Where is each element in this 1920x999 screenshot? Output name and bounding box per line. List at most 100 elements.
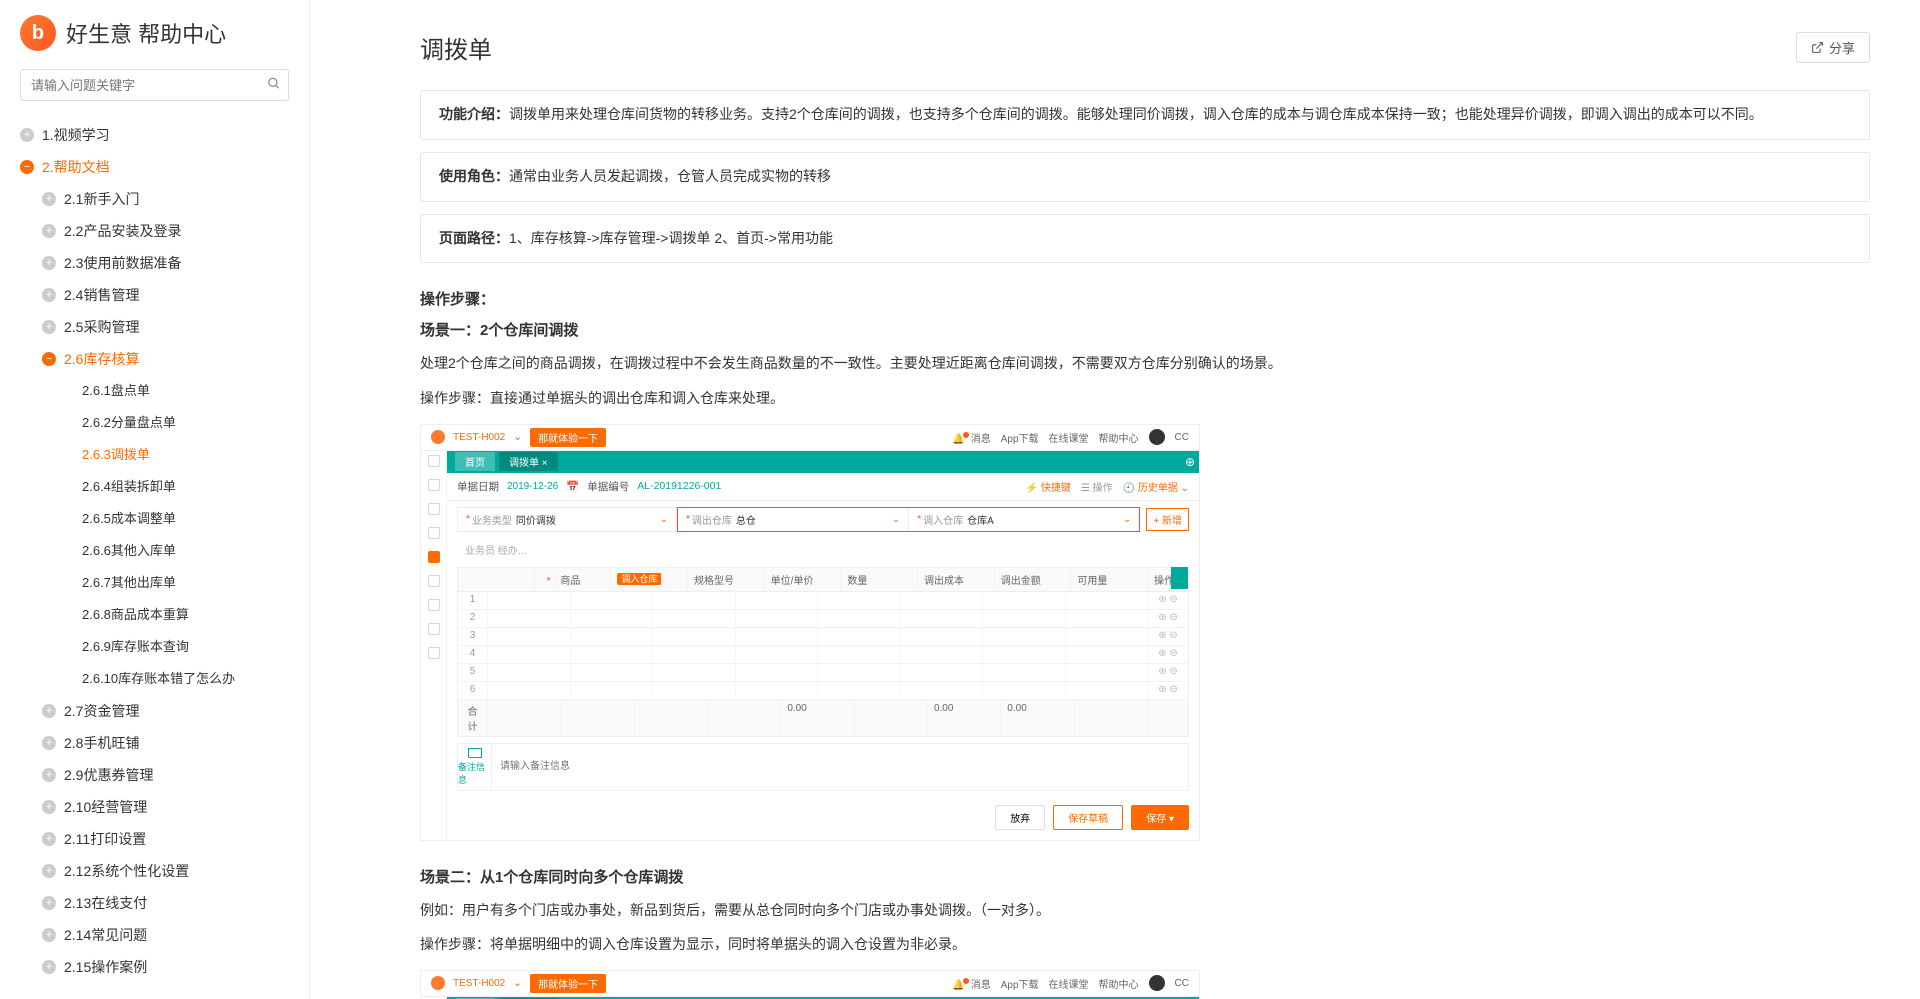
- screenshot-2: TEST-H002 ⌄ 那就体验一下 🔔消息 App下载 在线课堂 帮助中心 C…: [420, 970, 1200, 999]
- nav-label: 2.6.6其他入库单: [82, 543, 176, 558]
- scene1-steps: 操作步骤：直接通过单据头的调出仓库和调入仓库来处理。: [420, 385, 1870, 412]
- nav-item[interactable]: 2.6.9库存账本查询: [20, 631, 309, 663]
- nav-label: 2.2产品安装及登录: [64, 223, 181, 239]
- close-icon: ⊕: [1185, 455, 1195, 469]
- nav-item[interactable]: +2.5采购管理: [20, 311, 309, 343]
- nav-item[interactable]: 2.6.8商品成本重算: [20, 599, 309, 631]
- shot-cta-button: 那就体验一下: [530, 428, 606, 447]
- logo-text: 好生意 帮助中心: [66, 17, 226, 49]
- expand-icon: +: [42, 928, 56, 942]
- nav-item[interactable]: +2.12系统个性化设置: [20, 855, 309, 887]
- shot-logo-icon: [431, 430, 445, 444]
- scene1-title: 场景一：2个仓库间调拨: [420, 319, 1870, 340]
- collapse-icon: −: [42, 352, 56, 366]
- nav-label: 2.帮助文档: [42, 159, 110, 175]
- nav-label: 1.视频学习: [42, 127, 110, 143]
- shot-logo-icon: [431, 976, 445, 990]
- nav-label: 2.6.2分量盘点单: [82, 415, 176, 430]
- share-button[interactable]: 分享: [1796, 32, 1870, 63]
- nav-item[interactable]: +2.8手机旺铺: [20, 727, 309, 759]
- shot-rail: [421, 451, 447, 840]
- nav-label: 2.11打印设置: [64, 831, 146, 847]
- nav-label: 2.6.8商品成本重算: [82, 607, 189, 622]
- page-title: 调拨单: [420, 30, 492, 65]
- expand-icon: +: [20, 128, 34, 142]
- expand-icon: +: [42, 288, 56, 302]
- nav-label: 2.6.4组装拆卸单: [82, 479, 176, 494]
- nav-item[interactable]: +1.视频学习: [20, 119, 309, 151]
- expand-icon: +: [42, 960, 56, 974]
- nav-label: 2.12系统个性化设置: [64, 863, 189, 879]
- shot-add-button: + 新增: [1146, 508, 1189, 531]
- nav-item[interactable]: +2.3使用前数据准备: [20, 247, 309, 279]
- nav-label: 2.7资金管理: [64, 703, 139, 719]
- scene2-desc: 例如：用户有多个门店或办事处，新品到货后，需要从总仓同时向多个门店或办事处调拨。…: [420, 897, 1870, 924]
- nav-label: 2.6.1盘点单: [82, 383, 150, 398]
- shot-org-select: TEST-H002: [453, 432, 505, 443]
- info-box: 使用角色：通常由业务人员发起调拨，仓管人员完成实物的转移: [420, 152, 1870, 202]
- chevron-down-icon: ⌄: [513, 431, 522, 443]
- nav-item[interactable]: +2.10经营管理: [20, 791, 309, 823]
- info-box: 页面路径：1、库存核算->库存管理->调拨单 2、首页->常用功能: [420, 214, 1870, 264]
- avatar-icon: [1149, 429, 1165, 445]
- screenshot-1: TEST-H002 ⌄ 那就体验一下 🔔消息 App下载 在线课堂 帮助中心 C…: [420, 424, 1200, 841]
- nav-item[interactable]: 2.6.2分量盘点单: [20, 407, 309, 439]
- nav-label: 2.15操作案例: [64, 959, 147, 975]
- shot-tab-current: 调拨单 ×: [499, 452, 558, 471]
- expand-icon: +: [42, 768, 56, 782]
- nav-label: 2.6.3调拨单: [82, 447, 150, 462]
- nav-label: 2.6库存核算: [64, 351, 139, 367]
- expand-icon: +: [42, 896, 56, 910]
- nav-item[interactable]: +2.14常见问题: [20, 919, 309, 951]
- expand-icon: +: [42, 224, 56, 238]
- nav-item[interactable]: +2.1新手入门: [20, 183, 309, 215]
- nav-item[interactable]: 2.6.1盘点单: [20, 375, 309, 407]
- nav-item[interactable]: +2.13在线支付: [20, 887, 309, 919]
- nav-label: 2.5采购管理: [64, 319, 139, 335]
- nav-label: 2.1新手入门: [64, 191, 139, 207]
- search-box: [20, 69, 289, 101]
- shot-memo-input: [492, 744, 1188, 790]
- nav-item[interactable]: 2.6.7其他出库单: [20, 567, 309, 599]
- shot-tab-home: 首页: [455, 452, 495, 471]
- nav-item[interactable]: +2.2产品安装及登录: [20, 215, 309, 247]
- nav-item[interactable]: 2.6.6其他入库单: [20, 535, 309, 567]
- shot-discard-button: 放弃: [995, 805, 1045, 830]
- scene2-steps: 操作步骤：将单据明细中的调入仓库设置为显示，同时将单据头的调入仓设置为非必录。: [420, 931, 1870, 958]
- info-box: 功能介绍：调拨单用来处理仓库间货物的转移业务。支持2个仓库间的调拨，也支持多个仓…: [420, 90, 1870, 140]
- main-content: 调拨单 分享 功能介绍：调拨单用来处理仓库间货物的转移业务。支持2个仓库间的调拨…: [310, 0, 1920, 999]
- chevron-down-icon: ⌄: [513, 977, 522, 989]
- logo: b 好生意 帮助中心: [20, 15, 309, 51]
- nav-item[interactable]: 2.6.5成本调整单: [20, 503, 309, 535]
- shot-table: * 商品调入仓库规格型号单位/单价数量调出成本调出金额可用量操作 1⊕ ⊖2⊕ …: [457, 567, 1189, 737]
- nav-label: 2.6.5成本调整单: [82, 511, 176, 526]
- nav-item[interactable]: +2.15操作案例: [20, 951, 309, 983]
- nav-item[interactable]: −2.帮助文档: [20, 151, 309, 183]
- nav-label: 2.9优惠券管理: [64, 767, 153, 783]
- nav-item[interactable]: +2.7资金管理: [20, 695, 309, 727]
- share-icon: [1811, 41, 1824, 54]
- search-input[interactable]: [20, 69, 289, 101]
- search-icon[interactable]: [267, 77, 281, 94]
- expand-icon: +: [42, 800, 56, 814]
- collapse-icon: −: [20, 160, 34, 174]
- nav-item[interactable]: 2.6.10库存账本错了怎么办: [20, 663, 309, 695]
- nav-label: 2.3使用前数据准备: [64, 255, 181, 271]
- nav-item[interactable]: 2.6.4组装拆卸单: [20, 471, 309, 503]
- nav-item[interactable]: −2.6库存核算: [20, 343, 309, 375]
- nav-label: 2.6.9库存账本查询: [82, 639, 189, 654]
- nav-label: 2.13在线支付: [64, 895, 147, 911]
- expand-icon: +: [42, 192, 56, 206]
- nav-label: 2.4销售管理: [64, 287, 139, 303]
- nav-label: 2.10经营管理: [64, 799, 147, 815]
- nav-item[interactable]: +2.9优惠券管理: [20, 759, 309, 791]
- scene2-title: 场景二：从1个仓库同时向多个仓库调拨: [420, 866, 1870, 887]
- nav-label: 2.6.10库存账本错了怎么办: [82, 671, 235, 686]
- nav-item[interactable]: +2.11打印设置: [20, 823, 309, 855]
- scene1-desc: 处理2个仓库之间的商品调拨，在调拨过程中不会发生商品数量的不一致性。主要处理近距…: [420, 350, 1870, 377]
- nav-item[interactable]: +2.4销售管理: [20, 279, 309, 311]
- nav-label: 2.6.7其他出库单: [82, 575, 176, 590]
- nav-item[interactable]: 2.6.3调拨单: [20, 439, 309, 471]
- expand-icon: +: [42, 704, 56, 718]
- nav-label: 2.8手机旺铺: [64, 735, 139, 751]
